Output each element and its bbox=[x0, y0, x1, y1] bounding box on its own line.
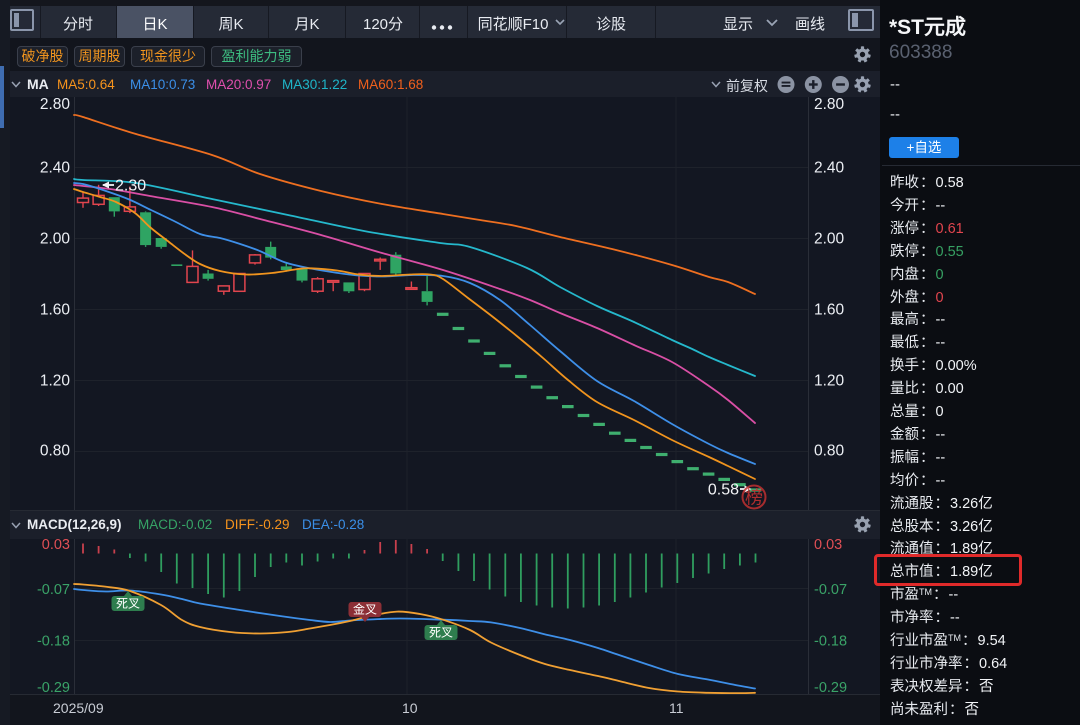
svg-text:2.40: 2.40 bbox=[814, 160, 845, 177]
svg-text:-0.07: -0.07 bbox=[37, 582, 70, 598]
svg-text:死叉: 死叉 bbox=[429, 626, 453, 640]
svg-text:2.80: 2.80 bbox=[40, 97, 71, 113]
svg-text:2.80: 2.80 bbox=[814, 97, 845, 113]
svg-text:-0.29: -0.29 bbox=[37, 680, 70, 694]
svg-text:0.03: 0.03 bbox=[814, 539, 842, 553]
svg-text:0.58: 0.58 bbox=[708, 482, 739, 499]
svg-text:-0.18: -0.18 bbox=[814, 634, 847, 650]
svg-text:-0.18: -0.18 bbox=[37, 634, 70, 650]
svg-text:-0.07: -0.07 bbox=[814, 582, 847, 598]
svg-text:2.00: 2.00 bbox=[814, 231, 845, 248]
svg-text:0.80: 0.80 bbox=[814, 443, 845, 460]
svg-text:榜: 榜 bbox=[745, 488, 763, 508]
svg-text:1.20: 1.20 bbox=[40, 373, 71, 390]
svg-text:1.20: 1.20 bbox=[814, 373, 845, 390]
svg-text:2.00: 2.00 bbox=[40, 231, 71, 248]
svg-text:死叉: 死叉 bbox=[116, 597, 140, 611]
svg-text:1.60: 1.60 bbox=[814, 302, 845, 319]
svg-text:2.30: 2.30 bbox=[115, 178, 146, 195]
svg-text:1.60: 1.60 bbox=[40, 302, 71, 319]
svg-text:-0.29: -0.29 bbox=[814, 680, 847, 694]
svg-text:2.40: 2.40 bbox=[40, 160, 71, 177]
svg-text:0.03: 0.03 bbox=[42, 539, 70, 553]
svg-text:金叉: 金叉 bbox=[353, 602, 377, 617]
svg-text:0.80: 0.80 bbox=[40, 443, 71, 460]
